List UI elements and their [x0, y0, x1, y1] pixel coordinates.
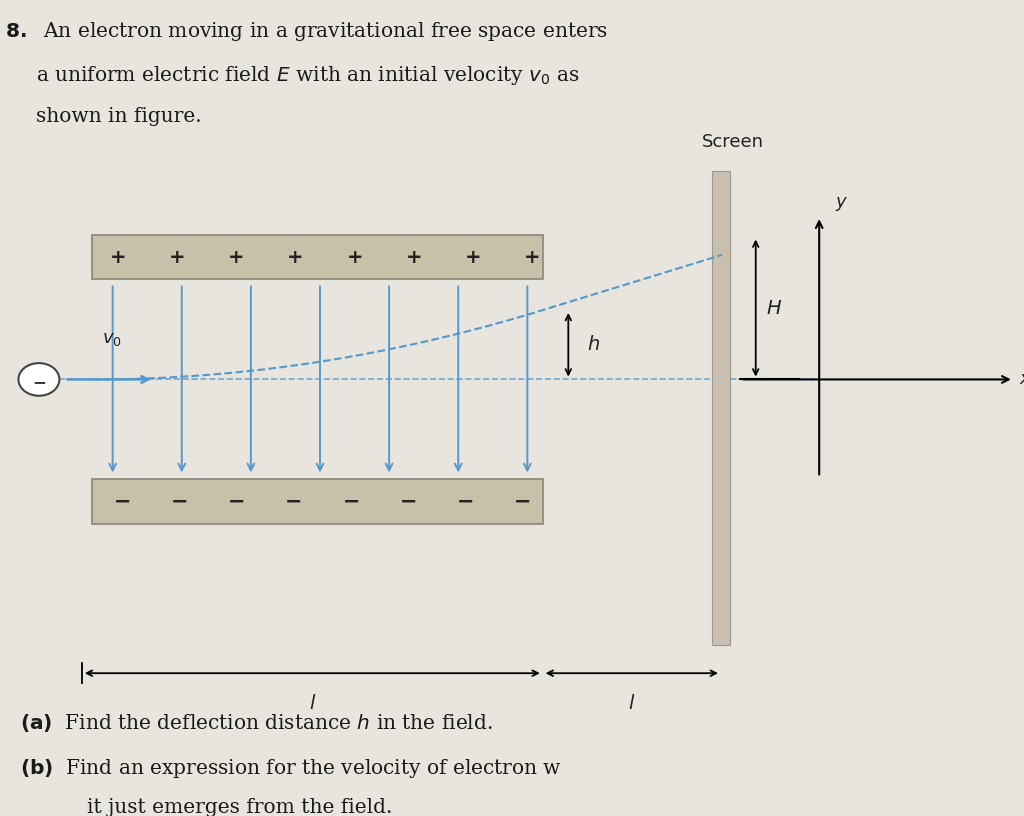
Text: $v_0$: $v_0$ — [102, 330, 122, 348]
Bar — [92, 480, 543, 525]
Text: +: + — [406, 247, 422, 267]
Bar — [712, 171, 730, 645]
Text: $\mathbf{8.}$  An electron moving in a gravitational free space enters: $\mathbf{8.}$ An electron moving in a gr… — [5, 20, 608, 43]
Text: −: − — [399, 492, 417, 512]
Text: $\mathbf{(a)}$  Find the deflection distance $h$ in the field.: $\mathbf{(a)}$ Find the deflection dista… — [20, 712, 494, 734]
Text: −: − — [228, 492, 246, 512]
Text: −: − — [114, 492, 132, 512]
Circle shape — [18, 363, 59, 396]
Text: shown in figure.: shown in figure. — [36, 107, 202, 126]
Text: $l$: $l$ — [308, 694, 316, 712]
Text: −: − — [457, 492, 474, 512]
Text: +: + — [228, 247, 245, 267]
Text: +: + — [524, 247, 541, 267]
Text: a uniform electric field $E$ with an initial velocity $v_0$ as: a uniform electric field $E$ with an ini… — [36, 64, 580, 86]
Text: −: − — [32, 373, 46, 391]
Text: −: − — [513, 492, 531, 512]
Text: $y$: $y$ — [835, 195, 848, 213]
Text: $h$: $h$ — [587, 335, 600, 354]
Text: +: + — [169, 247, 185, 267]
Text: $x$: $x$ — [1019, 370, 1024, 388]
Text: $H$: $H$ — [766, 299, 782, 317]
Text: +: + — [288, 247, 304, 267]
Text: +: + — [465, 247, 481, 267]
Bar — [92, 234, 543, 279]
Text: −: − — [286, 492, 303, 512]
Text: $l$: $l$ — [628, 694, 636, 712]
Text: $\mathbf{(b)}$  Find an expression for the velocity of electron w: $\mathbf{(b)}$ Find an expression for th… — [20, 757, 562, 780]
Text: −: − — [171, 492, 188, 512]
Text: +: + — [110, 247, 126, 267]
Text: −: − — [342, 492, 359, 512]
Text: it just emerges from the field.: it just emerges from the field. — [87, 798, 392, 816]
Text: Screen: Screen — [701, 133, 764, 151]
Text: +: + — [346, 247, 362, 267]
